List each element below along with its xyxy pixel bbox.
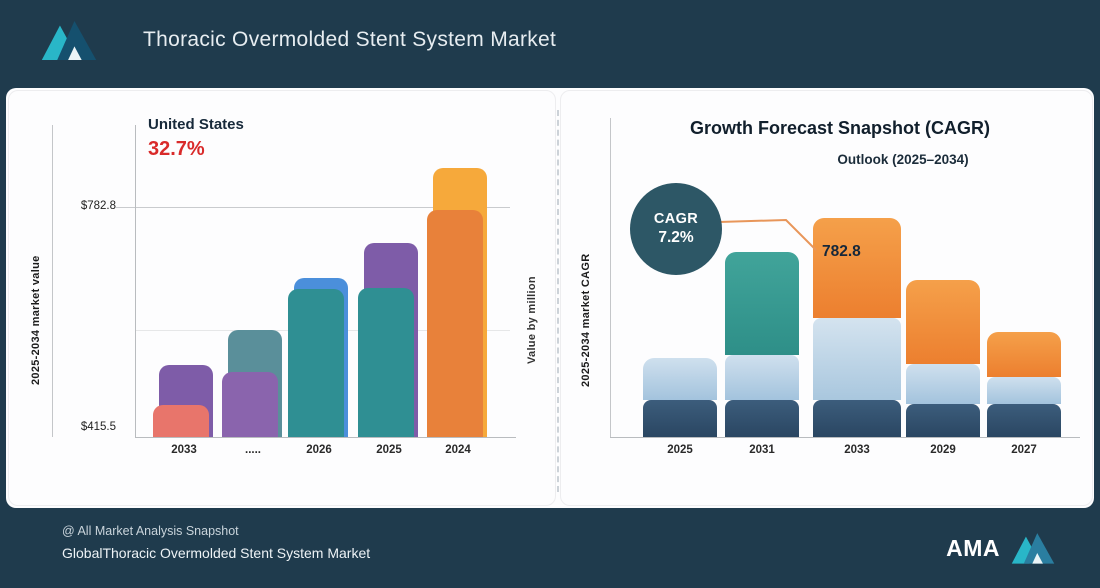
main-content-card: 2025-2034 market value United States 32.…: [6, 88, 1094, 508]
footer-source-line: @ All Market Analysis Snapshot: [62, 524, 239, 538]
x-axis-label: 2024: [445, 444, 471, 456]
bar-group-2033: [153, 125, 215, 437]
bar-segment-top-light: [643, 358, 717, 400]
bar-segment-base-navy: [813, 400, 901, 437]
right-bar-chart: [610, 118, 1080, 437]
stacked-bar-2029: [906, 280, 980, 437]
stacked-bar-2033: [813, 218, 901, 437]
bar-group-2024: [427, 125, 489, 437]
stacked-bar-2025: [643, 358, 717, 437]
footer-bar: @ All Market Analysis Snapshot GlobalTho…: [0, 508, 1100, 588]
bar-group-2026: [288, 125, 350, 437]
left-y-axis-label: 2025-2034 market value: [30, 255, 42, 385]
cagr-badge: CAGR 7.2%: [630, 183, 722, 275]
right-y-axis-line: [610, 118, 611, 437]
left-x-axis-labels: 2033..... 2026 2025 2024: [135, 444, 516, 460]
y-tick-bottom: $415.5: [80, 421, 116, 433]
right-x-axis-labels: 2025 2031 2033 2029 2027: [610, 444, 1080, 460]
bar-segment-mid-light: [813, 318, 901, 400]
left-bar-chart: [135, 125, 516, 437]
footer-text-block: @ All Market Analysis Snapshot GlobalTho…: [62, 524, 370, 561]
left-chart-heading: United States: [148, 116, 244, 133]
x-axis-label: 2025: [376, 444, 402, 456]
header-bar: Thoracic Overmolded Stent System Market: [0, 0, 1100, 80]
bar-segment-top-orange: [987, 332, 1061, 377]
bar-group-2025: [358, 125, 420, 437]
x-axis-label: 2033: [844, 444, 870, 456]
right-y-axis-label: 2025-2034 market CAGR: [580, 253, 592, 387]
page-title: Thoracic Overmolded Stent System Market: [143, 28, 557, 51]
x-axis-label: 2026: [306, 444, 332, 456]
bar-segment-mid-light: [987, 377, 1061, 404]
stacked-bar-2031: [725, 252, 799, 437]
right-baseline: [610, 437, 1080, 438]
bar-front: [427, 210, 483, 437]
cagr-connector-line: [718, 218, 817, 251]
bar-group-dotdotdotdotdot: [222, 125, 284, 437]
bar-front: [153, 405, 209, 437]
panel-divider: [557, 110, 559, 492]
x-axis-label: 2025: [667, 444, 693, 456]
stacked-bar-2027: [987, 332, 1061, 437]
bar-segment-mid-light: [725, 355, 799, 400]
x-axis-label: 2027: [1011, 444, 1037, 456]
right-chart-subtitle: Outlook (2025–2034): [837, 152, 969, 167]
bar-front: [358, 288, 414, 437]
left-outer-axis-line: [52, 125, 53, 437]
x-axis-label: 2029: [930, 444, 956, 456]
x-axis-label: 2031: [749, 444, 775, 456]
right-panel-outline: [560, 90, 1093, 506]
bar-segment-base-navy: [725, 400, 799, 437]
bar-segment-top-orange: [813, 218, 901, 318]
left-y-axis-line: [135, 125, 136, 437]
bar-segment-top-teal: [725, 252, 799, 355]
bar-segment-mid-light: [906, 364, 980, 404]
gridline-top: [116, 207, 510, 208]
bar-segment-base-navy: [987, 404, 1061, 437]
left-panel-outline: [8, 90, 556, 506]
x-axis-label: 2033: [171, 444, 197, 456]
y-tick-top: $782.8: [80, 200, 116, 212]
cagr-badge-label: CAGR: [653, 211, 699, 227]
right-chart-title: Growth Forecast Snapshot (CAGR): [689, 118, 990, 138]
footer-brand-text: AMA: [946, 534, 1000, 561]
value-axis-note: Value by million: [526, 276, 538, 364]
cagr-badge-value: 7.2%: [658, 229, 694, 246]
bar-segment-base-navy: [906, 404, 980, 437]
bar-front: [288, 289, 344, 437]
bar-value-callout: 782.8: [822, 243, 861, 260]
bar-segment-base-navy: [643, 400, 717, 437]
bar-front: [222, 372, 278, 437]
left-chart-highlight-value: 32.7%: [148, 138, 205, 160]
footer-report-name: GlobalThoracic Overmolded Stent System M…: [62, 545, 371, 561]
left-baseline: [135, 437, 516, 438]
x-axis-label: .....: [245, 444, 261, 456]
footer-brand: AMA: [946, 508, 1056, 588]
ama-logo-icon: [41, 20, 97, 60]
bar-segment-top-orange: [906, 280, 980, 364]
ama-logo-icon: [1011, 533, 1055, 564]
